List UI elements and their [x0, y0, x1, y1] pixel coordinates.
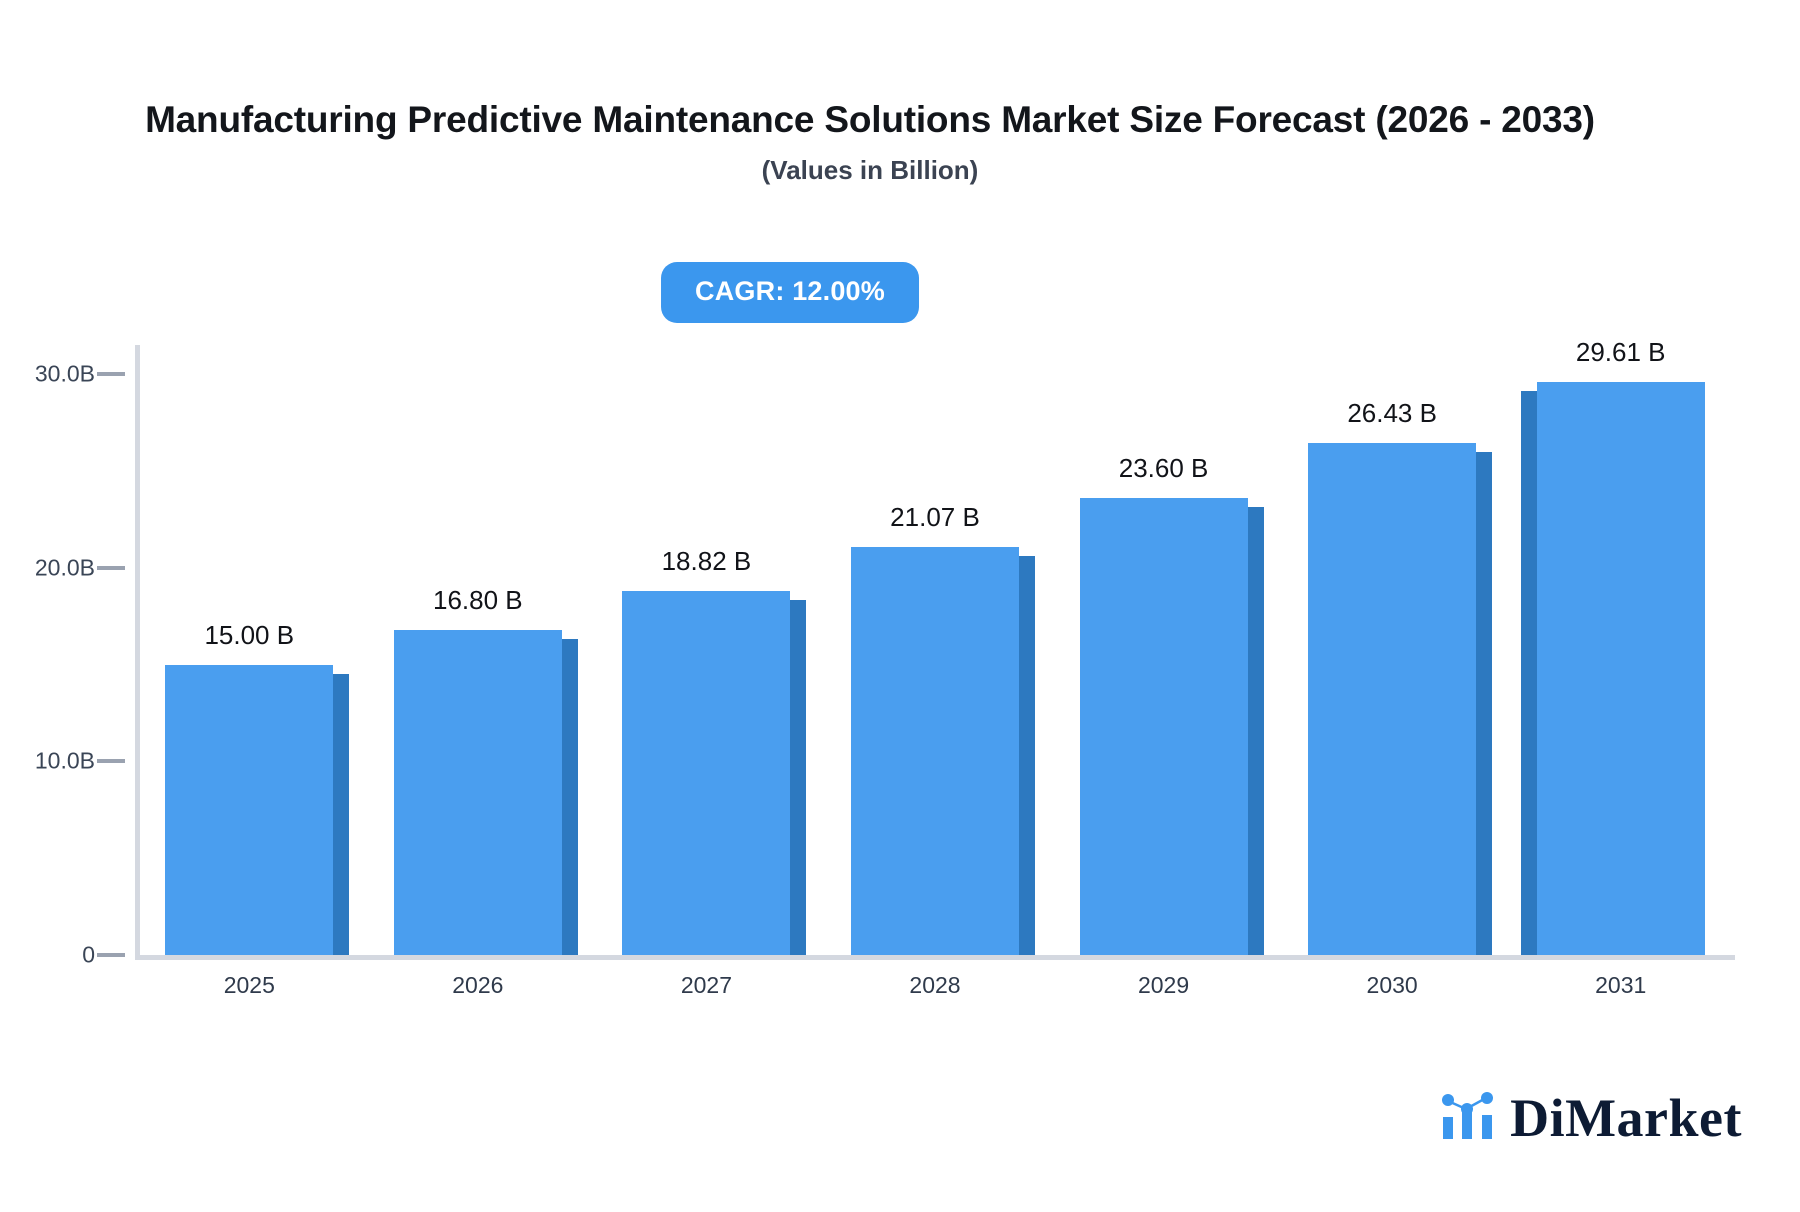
y-axis-tick-label: 30.0B — [34, 360, 95, 387]
y-axis-tick-labels: 0 10.0B 20.0B 30.0B — [0, 345, 95, 968]
x-axis-tick-label: 2029 — [1137, 972, 1190, 998]
x-axis-line — [135, 955, 1735, 960]
y-axis-tick-label: 0 — [82, 941, 95, 968]
bar-3d-side — [333, 673, 350, 955]
y-axis-line — [135, 345, 140, 960]
bar-column[interactable]: 26.43 B — [1308, 345, 1493, 955]
y-axis-tick-mark — [97, 759, 125, 764]
dimarket-logo: DiMarket — [1440, 1089, 1742, 1146]
bar-front-face[interactable] — [851, 546, 1019, 955]
bar-3d-side — [1247, 506, 1264, 955]
bar-series: 15.00 B 16.80 B 18.82 B 21.07 B 23.60 B 26.43… — [135, 337, 1735, 955]
x-axis-tick-label: 2030 — [1366, 972, 1418, 998]
bar-3d-side — [1019, 555, 1035, 955]
bar-3d-side — [1520, 390, 1537, 955]
bar-value-label: 29.61 B — [1575, 336, 1666, 367]
logo-wordmark: DiMarket — [1510, 1087, 1742, 1148]
bar-chart-icon — [1440, 1089, 1496, 1146]
bar-value-label: 15.00 B — [204, 619, 295, 650]
chart-subtitle: (Values in Billion) — [761, 155, 979, 186]
plot-area: 0 10.0B 20.0B 30.0B 15.00 B 16.80 B 18.82 B 21… — [35, 337, 1735, 968]
y-axis-tick-mark — [97, 372, 125, 377]
cagr-badge: CAGR: 12.00% — [661, 262, 919, 323]
bar-value-label: 16.80 B — [433, 584, 523, 615]
bar-3d-side — [1476, 452, 1493, 955]
bar-column[interactable]: 21.07 B — [851, 345, 1035, 955]
bar-column[interactable]: 16.80 B — [393, 345, 578, 955]
bar-column[interactable]: 23.60 B — [1079, 345, 1264, 955]
x-axis-tick-label: 2025 — [223, 972, 275, 998]
x-axis-tick-label: 2027 — [680, 972, 733, 998]
bar-3d-side — [561, 638, 578, 955]
bar-front-face[interactable] — [1536, 381, 1705, 955]
bar-front-face[interactable] — [1079, 497, 1248, 955]
bar-column[interactable]: 18.82 B — [622, 345, 807, 955]
x-axis-tick-label: 2026 — [452, 972, 504, 998]
bar-column[interactable]: 29.61 B — [1520, 337, 1705, 955]
x-axis-tick-label: 2028 — [909, 972, 961, 998]
bar-3d-side — [790, 599, 807, 955]
y-axis-tick-label: 20.0B — [34, 554, 95, 581]
y-axis-tick-label: 10.0B — [34, 747, 95, 774]
y-axis-tick-mark — [97, 565, 125, 570]
bar-value-label: 26.43 B — [1347, 398, 1437, 429]
bar-value-label: 23.60 B — [1118, 452, 1209, 483]
bar-front-face[interactable] — [393, 629, 562, 955]
bar-front-face[interactable] — [622, 590, 791, 955]
bar-front-face[interactable] — [1308, 443, 1477, 955]
y-axis-tick-mark — [97, 953, 125, 957]
bar-value-label: 18.82 B — [661, 545, 752, 576]
chart-header: Manufacturing Predictive Maintenance Sol… — [120, 96, 1620, 187]
x-axis-tick-label: 2031 — [1595, 972, 1647, 998]
x-axis-tick-labels: 2025 2026 2027 2028 2029 2030 2031 — [135, 972, 1735, 1012]
bar-column[interactable]: 15.00 B — [165, 345, 350, 955]
bar-front-face[interactable] — [165, 664, 334, 955]
page-title: Manufacturing Predictive Maintenance Sol… — [145, 99, 1595, 140]
bar-value-label: 21.07 B — [890, 501, 980, 532]
